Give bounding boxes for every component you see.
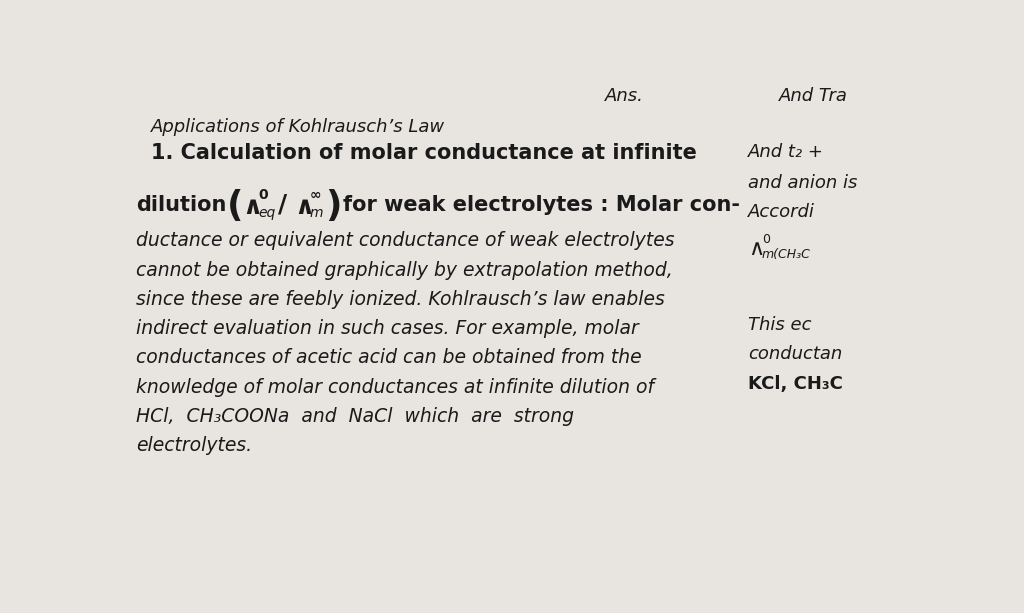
Text: ∧: ∧ xyxy=(294,195,314,219)
Text: since these are feebly ionized. Kohlrausch’s law enables: since these are feebly ionized. Kohlraus… xyxy=(136,290,665,309)
Text: HCl,  CH₃COONa  and  NaCl  which  are  strong: HCl, CH₃COONa and NaCl which are strong xyxy=(136,407,573,426)
Text: conductan: conductan xyxy=(748,345,843,364)
Text: 0: 0 xyxy=(258,188,268,202)
Text: And Tra: And Tra xyxy=(779,88,848,105)
Text: conductances of acetic acid can be obtained from the: conductances of acetic acid can be obtai… xyxy=(136,348,641,367)
Text: And t₂ +: And t₂ + xyxy=(748,143,824,161)
Text: Applications of Kohlrausch’s Law: Applications of Kohlrausch’s Law xyxy=(152,118,445,136)
Text: m(CH₃C: m(CH₃C xyxy=(762,248,811,261)
Text: Ans.: Ans. xyxy=(604,88,643,105)
Text: ∧: ∧ xyxy=(243,195,263,219)
Text: for weak electrolytes : Molar con-: for weak electrolytes : Molar con- xyxy=(343,195,740,215)
Text: dilution: dilution xyxy=(136,195,226,215)
Text: (: ( xyxy=(227,189,244,223)
Text: KCl, CH₃C: KCl, CH₃C xyxy=(748,375,843,393)
Text: Accordi: Accordi xyxy=(748,203,815,221)
Text: knowledge of molar conductances at infinite dilution of: knowledge of molar conductances at infin… xyxy=(136,378,654,397)
Text: ∞: ∞ xyxy=(309,188,321,202)
Text: indirect evaluation in such cases. For example, molar: indirect evaluation in such cases. For e… xyxy=(136,319,639,338)
Text: This ec: This ec xyxy=(748,316,811,334)
Text: ∧: ∧ xyxy=(748,239,764,259)
Text: 1. Calculation of molar conductance at infinite: 1. Calculation of molar conductance at i… xyxy=(152,143,697,163)
Text: cannot be obtained graphically by extrapolation method,: cannot be obtained graphically by extrap… xyxy=(136,261,673,280)
Text: 0: 0 xyxy=(762,233,770,246)
Text: ductance or equivalent conductance of weak electrolytes: ductance or equivalent conductance of we… xyxy=(136,232,674,250)
Text: electrolytes.: electrolytes. xyxy=(136,436,252,455)
Text: and anion is: and anion is xyxy=(748,173,857,192)
Text: /: / xyxy=(279,193,288,217)
Text: m: m xyxy=(309,206,323,220)
Text: eq: eq xyxy=(258,206,275,220)
Text: ): ) xyxy=(326,189,342,223)
